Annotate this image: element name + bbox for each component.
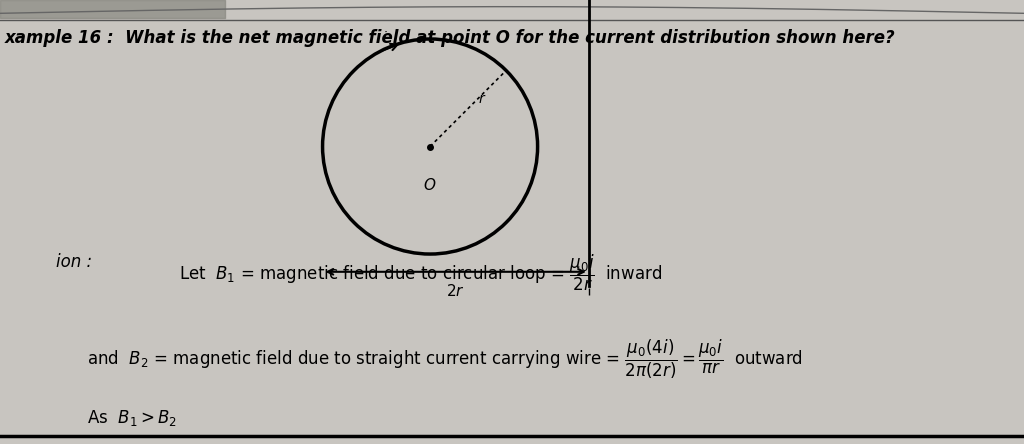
Text: $2r$: $2r$ xyxy=(446,283,465,299)
Text: $r$: $r$ xyxy=(478,92,486,106)
Text: $i$: $i$ xyxy=(382,30,388,45)
Text: xample 16 :  What is the net magnetic field at point O for the current distribut: xample 16 : What is the net magnetic fie… xyxy=(5,29,896,47)
Text: Let  $B_1$ = magnetic field due to circular loop = $\dfrac{\mu_0 i}{2r}$  inward: Let $B_1$ = magnetic field due to circul… xyxy=(179,253,663,293)
Text: As  $B_1 > B_2$: As $B_1 > B_2$ xyxy=(87,408,177,428)
Text: $O$: $O$ xyxy=(423,177,437,193)
Text: ion :: ion : xyxy=(56,253,92,271)
Text: and  $B_2$ = magnetic field due to straight current carrying wire = $\dfrac{\mu_: and $B_2$ = magnetic field due to straig… xyxy=(87,337,803,381)
